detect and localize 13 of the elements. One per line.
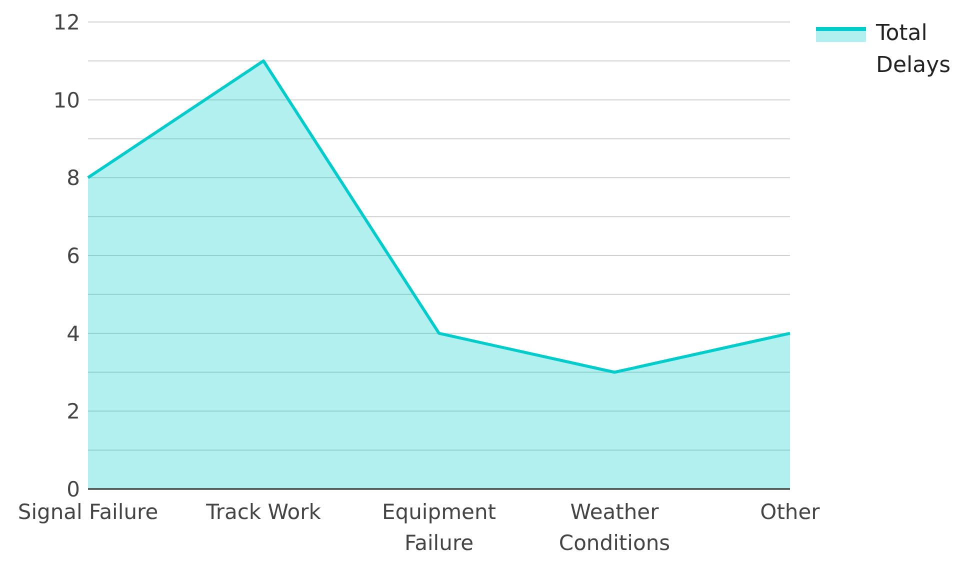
y-tick-label: 0 (66, 477, 80, 502)
y-tick-label: 10 (53, 88, 80, 112)
x-tick-label: Signal Failure (18, 500, 158, 524)
y-tick-label: 12 (53, 10, 80, 34)
x-tick-label: Weather Conditions (558, 500, 670, 555)
y-tick-label: 4 (66, 322, 80, 346)
legend-label: Total Delays (876, 20, 952, 80)
y-tick-label: 2 (66, 400, 80, 424)
x-tick-label: Equipment Failure (382, 500, 496, 555)
y-tick-label: 8 (66, 166, 80, 190)
y-tick-label: 6 (66, 244, 80, 268)
x-tick-label: Other (760, 500, 820, 524)
x-tick-label: Track Work (205, 500, 322, 524)
